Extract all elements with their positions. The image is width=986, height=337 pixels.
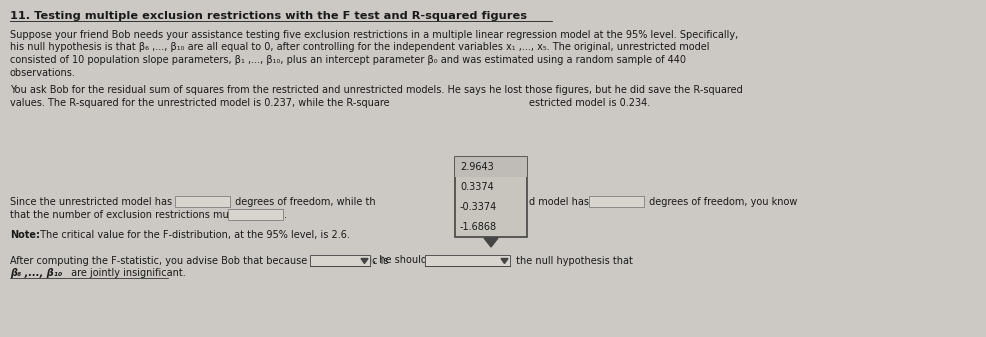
Text: consisted of 10 population slope parameters, β₁ ,..., β₁₀, plus an intercept par: consisted of 10 population slope paramet… bbox=[10, 55, 686, 65]
Text: Since the unrestricted model has: Since the unrestricted model has bbox=[10, 197, 176, 207]
Text: are jointly insignificant.: are jointly insignificant. bbox=[68, 268, 185, 278]
Text: The critical value for the F-distribution, at the 95% level, is 2.6.: The critical value for the F-distributio… bbox=[37, 230, 350, 240]
Text: -1.6868: -1.6868 bbox=[460, 222, 497, 232]
Text: that the number of exclusion restrictions must be q=: that the number of exclusion restriction… bbox=[10, 210, 270, 219]
Bar bbox=[228, 209, 283, 219]
Text: 11. Testing multiple exclusion restrictions with the F test and R-squared figure: 11. Testing multiple exclusion restricti… bbox=[10, 11, 527, 21]
Text: values. The R-squared for the unrestricted model is 0.237, while the R-square: values. The R-squared for the unrestrict… bbox=[10, 97, 389, 108]
Text: Note:: Note: bbox=[10, 230, 40, 240]
Text: You ask Bob for the residual sum of squares from the restricted and unrestricted: You ask Bob for the residual sum of squa… bbox=[10, 85, 742, 95]
Text: β₆ ,..., β₁₀: β₆ ,..., β₁₀ bbox=[10, 268, 62, 278]
Bar bbox=[455, 157, 527, 177]
Polygon shape bbox=[361, 258, 368, 264]
Text: After computing the F-statistic, you advise Bob that because the F-statistic is: After computing the F-statistic, you adv… bbox=[10, 255, 388, 266]
Text: degrees of freedom, you know: degrees of freedom, you know bbox=[646, 197, 798, 207]
Polygon shape bbox=[484, 238, 498, 247]
Text: , he should: , he should bbox=[373, 255, 427, 266]
Text: 0.3374: 0.3374 bbox=[460, 182, 494, 192]
Text: .: . bbox=[284, 210, 287, 219]
Bar bbox=[455, 157, 527, 237]
Text: -0.3374: -0.3374 bbox=[460, 202, 497, 212]
Bar bbox=[175, 196, 230, 207]
Text: his null hypothesis is that β₆ ,..., β₁₀ are all equal to 0, after controlling f: his null hypothesis is that β₆ ,..., β₁₀… bbox=[10, 42, 710, 53]
Bar bbox=[589, 196, 644, 207]
Text: estricted model is 0.234.: estricted model is 0.234. bbox=[529, 97, 650, 108]
Bar bbox=[425, 254, 510, 266]
Text: Suppose your friend Bob needs your assistance testing five exclusion restriction: Suppose your friend Bob needs your assis… bbox=[10, 30, 739, 40]
Text: the null hypothesis that: the null hypothesis that bbox=[513, 255, 633, 266]
Polygon shape bbox=[501, 258, 508, 264]
Text: 2.9643: 2.9643 bbox=[460, 162, 494, 172]
Text: d model has: d model has bbox=[529, 197, 593, 207]
Bar bbox=[310, 254, 370, 266]
Text: degrees of freedom, while th: degrees of freedom, while th bbox=[232, 197, 376, 207]
Text: observations.: observations. bbox=[10, 67, 76, 78]
